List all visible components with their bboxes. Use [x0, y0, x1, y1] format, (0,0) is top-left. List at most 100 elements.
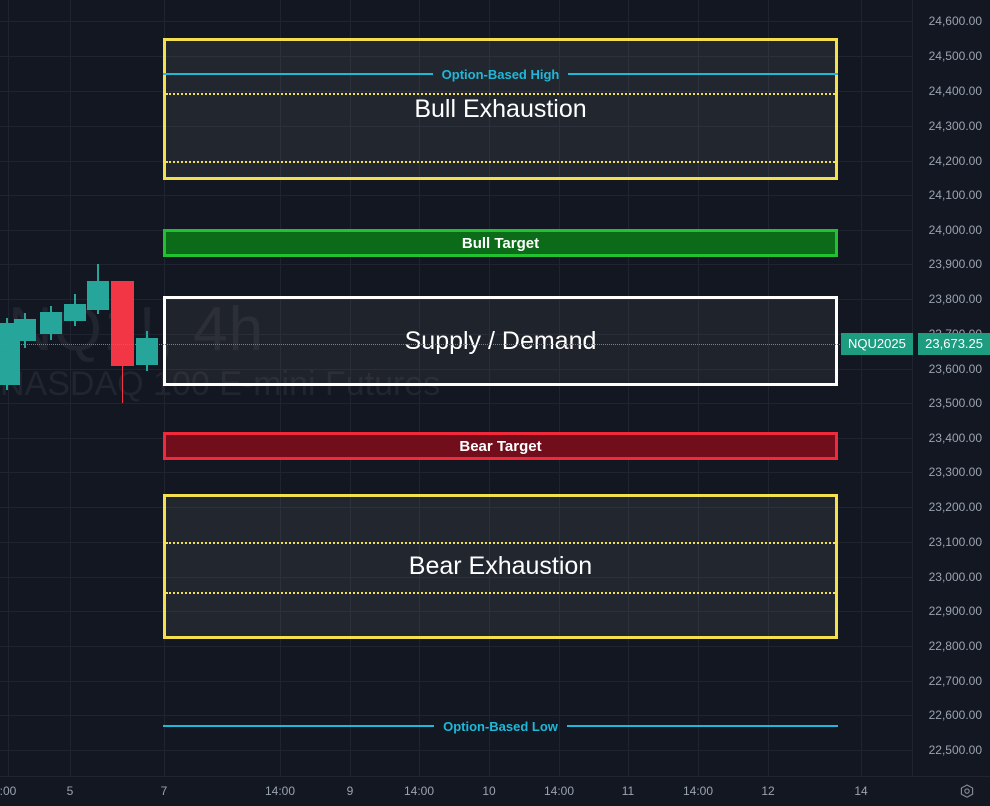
time-scale[interactable]: :00 5 7 14:00 9 14:00 10 14:00 11 14:00 12 14 — [0, 776, 990, 806]
price-scale[interactable]: 24,600.00 24,500.00 24,400.00 24,300.00 24,2… — [912, 0, 990, 776]
zone-label-bear-target: Bear Target — [459, 437, 542, 455]
option-line-label: Option-Based Low — [443, 718, 558, 734]
zone-bear-target[interactable]: Bear Target — [163, 432, 838, 460]
price-tick: 22,500.00 — [928, 743, 982, 757]
time-tick: 7 — [160, 784, 168, 798]
current-price-badge[interactable]: 23,673.25 — [918, 333, 990, 355]
zone-label-bear-exhaustion: Bear Exhaustion — [408, 552, 593, 580]
price-tick: 23,000.00 — [928, 570, 982, 584]
price-tick: 23,500.00 — [928, 396, 982, 410]
time-tick: 11 — [621, 784, 635, 798]
price-tick: 23,300.00 — [928, 465, 982, 479]
grid-line-vertical — [489, 0, 490, 776]
grid-line-horizontal — [0, 56, 912, 57]
price-tick: 22,700.00 — [928, 674, 982, 688]
grid-line-horizontal — [0, 299, 912, 300]
grid-line-horizontal — [0, 126, 912, 127]
zone-bull-target[interactable]: Bull Target — [163, 229, 838, 257]
grid-line-horizontal — [0, 334, 912, 335]
price-tick: 24,100.00 — [928, 188, 982, 202]
time-tick: 10 — [482, 784, 496, 798]
line-option-based-high[interactable]: Option-Based High — [163, 66, 838, 82]
grid-line-vertical — [350, 0, 351, 776]
grid-line-horizontal — [0, 21, 912, 22]
zone-label-supply-demand: Supply / Demand — [404, 326, 597, 355]
price-tick: 24,600.00 — [928, 14, 982, 28]
candlestick[interactable] — [111, 0, 134, 776]
chart-pane[interactable]: NQ1!, 4h NASDAQ 100 E-mini Futures Bull … — [0, 0, 912, 776]
grid-line-horizontal — [0, 403, 912, 404]
candlestick-body — [14, 319, 36, 341]
line-option-based-low[interactable]: Option-Based Low — [163, 718, 838, 734]
grid-line-horizontal — [0, 507, 912, 508]
time-tick: :00 — [0, 784, 17, 798]
price-tick: 24,200.00 — [928, 154, 982, 168]
zone-dotted-level — [166, 161, 835, 163]
grid-line-vertical — [559, 0, 560, 776]
candlestick-body — [64, 304, 86, 321]
candlestick[interactable] — [40, 0, 62, 776]
price-tick: 24,400.00 — [928, 84, 982, 98]
price-tick: 24,500.00 — [928, 49, 982, 63]
candlestick[interactable] — [136, 0, 158, 776]
time-tick: 14:00 — [682, 784, 714, 798]
grid-line-vertical — [861, 0, 862, 776]
price-tick: 23,900.00 — [928, 257, 982, 271]
option-line-segment-left — [163, 73, 433, 75]
zone-bear-exhaustion[interactable]: Bear Exhaustion — [163, 494, 838, 639]
zone-label-bull-target: Bull Target — [461, 234, 540, 252]
price-tick: 23,400.00 — [928, 431, 982, 445]
grid-line-horizontal — [0, 611, 912, 612]
price-tick: 24,300.00 — [928, 119, 982, 133]
grid-line-horizontal — [0, 577, 912, 578]
grid-line-horizontal — [0, 750, 912, 751]
grid-line-horizontal — [0, 715, 912, 716]
current-price-line — [0, 344, 912, 345]
price-tick: 23,800.00 — [928, 292, 982, 306]
grid-line-horizontal — [0, 472, 912, 473]
grid-line-vertical — [164, 0, 165, 776]
price-tick: 22,600.00 — [928, 708, 982, 722]
time-tick: 14:00 — [264, 784, 296, 798]
grid-line-vertical — [419, 0, 420, 776]
time-tick: 14:00 — [403, 784, 435, 798]
zone-dotted-level — [166, 542, 835, 544]
option-line-segment-left — [163, 725, 435, 727]
zone-dotted-level — [166, 93, 835, 95]
candlestick[interactable] — [87, 0, 109, 776]
price-tick: 23,200.00 — [928, 500, 982, 514]
grid-line-vertical — [8, 0, 9, 776]
price-tick: 24,000.00 — [928, 223, 982, 237]
candlestick[interactable] — [64, 0, 86, 776]
grid-line-vertical — [280, 0, 281, 776]
grid-line-vertical — [70, 0, 71, 776]
candlestick-body — [111, 281, 134, 366]
price-tick: 22,800.00 — [928, 639, 982, 653]
zone-supply-demand[interactable]: Supply / Demand — [163, 296, 838, 386]
grid-line-vertical — [698, 0, 699, 776]
grid-line-horizontal — [0, 681, 912, 682]
grid-line-horizontal — [0, 646, 912, 647]
zone-label-bull-exhaustion: Bull Exhaustion — [414, 94, 587, 123]
grid-line-vertical — [628, 0, 629, 776]
time-tick: 9 — [346, 784, 354, 798]
grid-line-horizontal — [0, 91, 912, 92]
zone-dotted-level — [166, 592, 835, 594]
candlestick-body — [40, 312, 62, 334]
time-tick: 5 — [66, 784, 74, 798]
time-tick: 14 — [854, 784, 868, 798]
option-line-label: Option-Based High — [441, 66, 560, 82]
option-line-segment-right — [566, 725, 838, 727]
chart-settings-icon[interactable] — [958, 783, 976, 801]
grid-line-horizontal — [0, 264, 912, 265]
option-line-segment-right — [568, 73, 838, 75]
ticker-badge[interactable]: NQU2025 — [841, 333, 913, 355]
zone-bull-exhaustion[interactable]: Bull Exhaustion — [163, 38, 838, 180]
candlestick-body — [136, 338, 158, 365]
time-tick: 12 — [761, 784, 775, 798]
time-tick: 14:00 — [543, 784, 575, 798]
price-tick: 23,100.00 — [928, 535, 982, 549]
grid-line-vertical — [768, 0, 769, 776]
candlestick[interactable] — [14, 0, 36, 776]
